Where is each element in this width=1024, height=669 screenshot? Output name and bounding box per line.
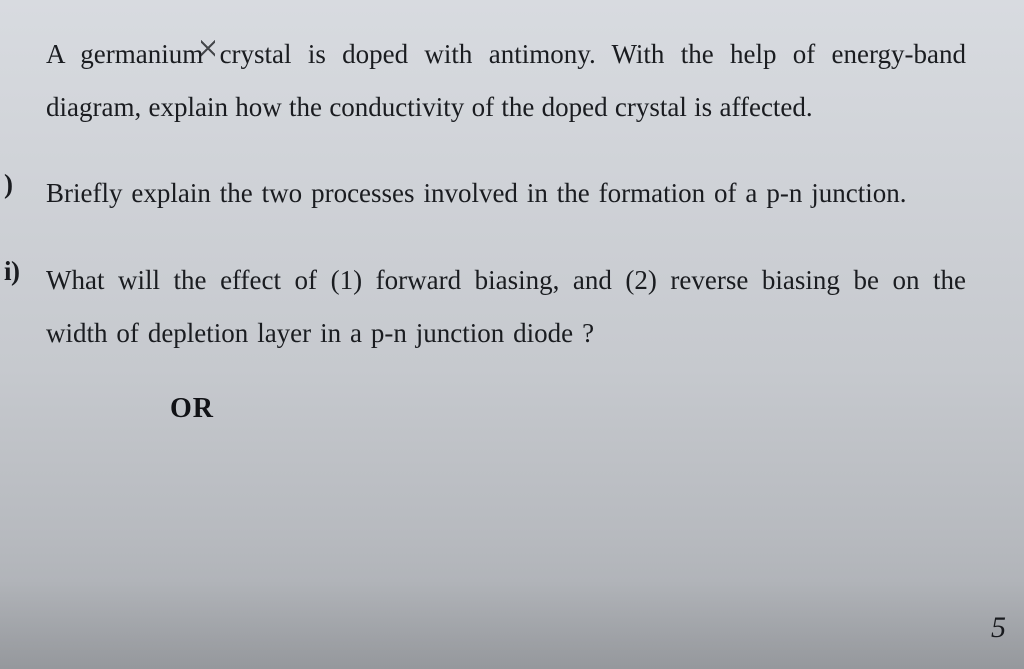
exam-page: A germanium crystal is doped with antimo… — [0, 0, 1024, 669]
question-block-1: A germanium crystal is doped with antimo… — [0, 28, 986, 133]
question-marker: ) — [4, 169, 13, 200]
or-separator: OR — [0, 393, 986, 425]
question-marker: i) — [4, 256, 20, 287]
question-text: What will the effect of (1) forward bias… — [46, 254, 966, 359]
question-text: A germanium crystal is doped with antimo… — [46, 28, 966, 133]
question-text-before-cursor: A germanium — [46, 39, 203, 69]
question-block-3: i) What will the effect of (1) forward b… — [0, 254, 986, 359]
question-text: Briefly explain the two processes involv… — [46, 167, 966, 220]
page-bottom-shadow — [0, 579, 1024, 669]
marks-value: 5 — [991, 611, 1006, 645]
question-block-2: ) Briefly explain the two processes invo… — [0, 167, 986, 220]
